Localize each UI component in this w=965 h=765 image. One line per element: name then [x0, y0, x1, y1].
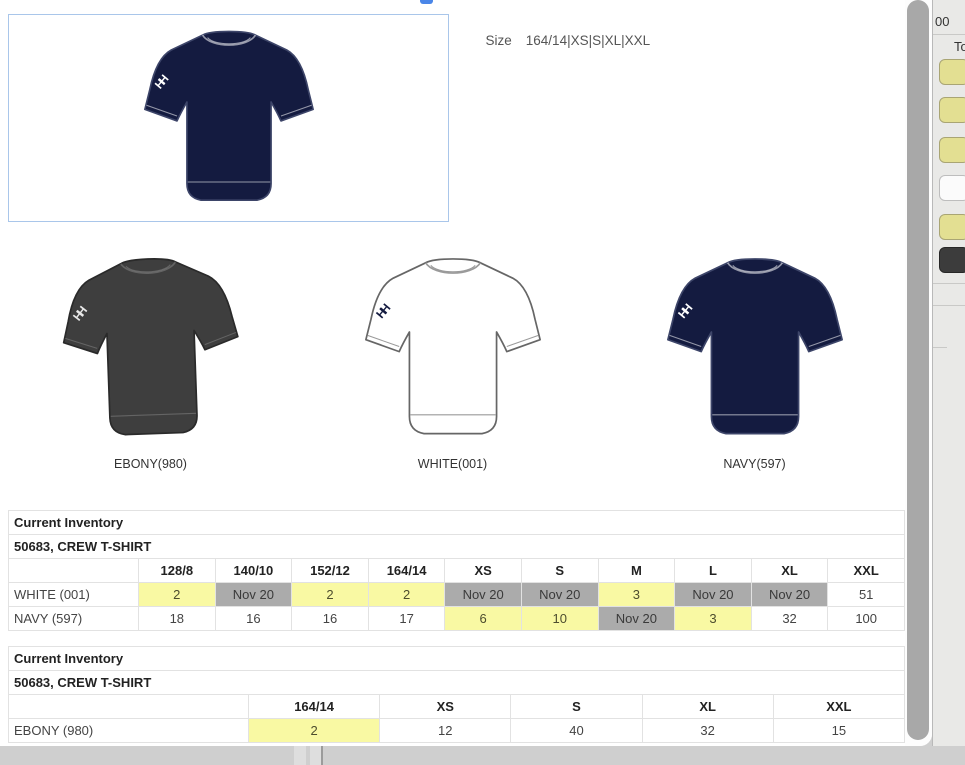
inventory-cell: 12 — [379, 718, 512, 743]
size-column-header: XXL — [772, 694, 906, 719]
corner-cell — [8, 694, 249, 719]
size-column-header: S — [510, 694, 643, 719]
divider — [933, 283, 965, 284]
inventory-cell: 16 — [214, 606, 293, 631]
size-column-header: L — [674, 558, 752, 583]
inventory-cell: 2 — [247, 718, 381, 743]
size-column-header: M — [597, 558, 676, 583]
side-panel-value: 00 — [935, 14, 950, 29]
side-panel-swatch-button[interactable] — [939, 137, 965, 163]
side-panel-swatch-button[interactable] — [939, 59, 965, 85]
table-row: NAVY (597) 18 16 16 17 6 10 Nov 20 3 32 100 — [8, 606, 905, 631]
size-column-header: 152/12 — [291, 558, 369, 583]
inventory-cell: Nov 20 — [444, 582, 522, 607]
table-title: Current Inventory — [8, 646, 905, 671]
horizontal-scrollbar-notch — [294, 746, 321, 765]
inventory-cell: Nov 20 — [750, 582, 829, 607]
inventory-cell: 40 — [510, 718, 643, 743]
inventory-cell: 10 — [520, 606, 599, 631]
size-line: Size 164/14|XS|S|XL|XXL — [463, 18, 651, 63]
size-column-header: XS — [379, 694, 512, 719]
inventory-table-container: Current Inventory 50683, CREW T-SHIRT 164/… — [8, 646, 906, 743]
size-label: Size — [485, 33, 512, 48]
table-title: Current Inventory — [8, 510, 905, 535]
color-thumbnail-row: HH EBONY(980) HH WHITE(001) HH NAVY(597) — [0, 238, 905, 471]
table-subtitle: 50683, CREW T-SHIRT — [8, 534, 905, 559]
size-column-header: 164/14 — [247, 694, 381, 719]
vertical-scrollbar-thumb[interactable] — [907, 0, 929, 740]
inventory-cell: 6 — [444, 606, 522, 631]
product-detail-panel: HH Size 164/14|XS|S|XL|XXL HH EBONY(980) … — [0, 0, 932, 746]
tshirt-thumbnail-image: HH — [57, 238, 245, 455]
size-column-header: XS — [444, 558, 522, 583]
inventory-cell: 2 — [291, 582, 369, 607]
side-panel-swatch-button[interactable] — [939, 97, 965, 123]
tshirt-thumbnail-image: HH — [661, 238, 849, 455]
horizontal-scrollbar-divider — [321, 746, 323, 765]
inventory-cell: 17 — [367, 606, 446, 631]
size-column-header: 128/8 — [138, 558, 216, 583]
side-panel-swatch-button[interactable] — [939, 247, 965, 273]
size-column-header: 140/10 — [214, 558, 293, 583]
corner-cell — [8, 558, 139, 583]
tshirt-thumbnail-image: HH — [359, 238, 547, 455]
color-thumbnail-label: NAVY(597) — [723, 457, 786, 471]
right-side-panel: 00 To — [932, 0, 965, 746]
inventory-cell: 32 — [750, 606, 829, 631]
size-column-header: XL — [750, 558, 829, 583]
color-thumbnail-ebony[interactable]: HH EBONY(980) — [0, 238, 301, 471]
inventory-cell: 18 — [138, 606, 216, 631]
inventory-cell: 2 — [367, 582, 446, 607]
vertical-scrollbar[interactable] — [905, 0, 932, 746]
size-column-header: 164/14 — [367, 558, 446, 583]
inventory-cell: Nov 20 — [520, 582, 599, 607]
inventory-cell: 16 — [291, 606, 369, 631]
inventory-cell: 51 — [827, 582, 905, 607]
selected-color-preview: HH — [8, 14, 449, 222]
inventory-cell: 3 — [674, 606, 752, 631]
inventory-cell: Nov 20 — [674, 582, 752, 607]
color-thumbnail-label: WHITE(001) — [417, 457, 488, 471]
size-column-header: S — [520, 558, 599, 583]
side-panel-swatch-button[interactable] — [939, 214, 965, 240]
side-panel-swatch-button[interactable] — [939, 175, 965, 201]
table-row: EBONY (980) 2 12 40 32 15 — [8, 718, 906, 743]
inventory-cell: 3 — [597, 582, 676, 607]
divider — [933, 305, 965, 306]
size-value: 164/14|XS|S|XL|XXL — [525, 33, 651, 48]
inventory-cell: 15 — [772, 718, 906, 743]
color-row-label: EBONY (980) — [8, 718, 249, 743]
inventory-table: Current Inventory 50683, CREW T-SHIRT 128/… — [8, 510, 905, 631]
side-panel-column-header: To — [954, 39, 965, 54]
inventory-cell: Nov 20 — [214, 582, 293, 607]
horizontal-scrollbar[interactable] — [0, 746, 965, 765]
color-thumbnail-white[interactable]: HH WHITE(001) — [302, 238, 603, 471]
inventory-cell: 100 — [827, 606, 905, 631]
color-row-label: NAVY (597) — [8, 606, 139, 631]
color-row-label: WHITE (001) — [8, 582, 139, 607]
notch-divider — [306, 746, 310, 765]
color-thumbnail-label: EBONY(980) — [114, 457, 187, 471]
color-thumbnail-navy[interactable]: HH NAVY(597) — [604, 238, 905, 471]
inventory-table: Current Inventory 50683, CREW T-SHIRT 164/… — [8, 646, 906, 743]
table-row: WHITE (001) 2 Nov 20 2 2 Nov 20 Nov 20 3 Nov 20 N… — [8, 582, 905, 607]
divider — [933, 34, 965, 35]
divider — [933, 347, 947, 348]
tshirt-hero-image: HH — [138, 17, 320, 220]
clipped-heading-fragment — [420, 0, 433, 4]
inventory-cell: Nov 20 — [597, 606, 676, 631]
inventory-table-container: Current Inventory 50683, CREW T-SHIRT 128/… — [8, 510, 905, 631]
inventory-cell: 32 — [641, 718, 774, 743]
table-subtitle: 50683, CREW T-SHIRT — [8, 670, 905, 695]
inventory-cell: 2 — [138, 582, 216, 607]
size-column-header: XXL — [827, 558, 905, 583]
size-column-header: XL — [641, 694, 774, 719]
